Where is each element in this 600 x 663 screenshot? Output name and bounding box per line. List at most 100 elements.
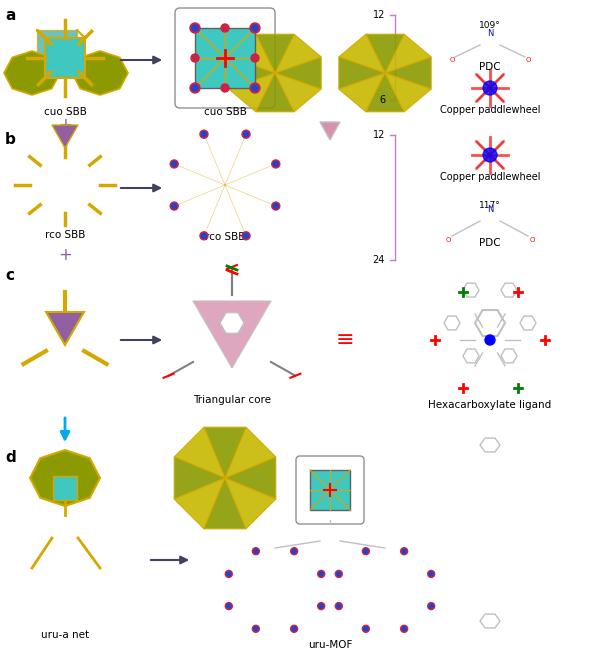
Text: uru-a net: uru-a net [41,630,89,640]
Circle shape [172,204,176,209]
Text: +: + [58,246,72,264]
Circle shape [317,570,325,577]
Circle shape [251,54,259,62]
Circle shape [401,625,407,633]
Text: rco SBB: rco SBB [45,230,85,240]
Text: b: b [5,132,16,147]
Circle shape [252,85,258,91]
Polygon shape [53,476,77,500]
Circle shape [428,603,434,609]
Polygon shape [52,125,78,148]
Circle shape [429,604,433,608]
Circle shape [252,25,258,31]
Circle shape [202,132,206,137]
Polygon shape [204,478,246,529]
Text: 12: 12 [373,10,385,20]
FancyBboxPatch shape [296,456,364,524]
Text: O: O [529,237,535,243]
Circle shape [253,625,259,633]
Text: O: O [526,57,530,63]
Polygon shape [385,57,431,89]
Polygon shape [220,313,244,333]
Circle shape [292,627,296,631]
Polygon shape [204,427,246,478]
Circle shape [190,23,200,33]
Text: c: c [5,268,14,283]
Polygon shape [229,57,275,89]
Circle shape [227,604,231,608]
Polygon shape [174,427,225,478]
Circle shape [290,548,298,555]
FancyBboxPatch shape [175,8,275,108]
Circle shape [485,335,495,345]
Circle shape [221,84,229,92]
Circle shape [250,23,260,33]
Circle shape [272,202,280,210]
Circle shape [192,85,198,91]
Text: rco SBB: rco SBB [205,232,245,242]
Polygon shape [320,122,340,140]
Text: cuo SBB: cuo SBB [44,107,86,117]
Circle shape [483,148,497,162]
Circle shape [226,603,232,609]
Polygon shape [4,51,60,95]
Circle shape [429,572,433,576]
Circle shape [202,233,206,238]
Polygon shape [275,34,321,73]
Text: 109°: 109° [479,21,501,29]
Circle shape [364,549,368,553]
Circle shape [272,160,280,168]
Circle shape [319,572,323,576]
Polygon shape [46,312,84,345]
Polygon shape [339,57,385,89]
Text: Copper paddlewheel: Copper paddlewheel [440,172,540,182]
Circle shape [319,604,323,608]
Text: a: a [5,8,16,23]
Circle shape [244,233,248,238]
Circle shape [483,81,497,95]
Circle shape [191,54,199,62]
Polygon shape [339,73,385,112]
Circle shape [226,570,232,577]
Polygon shape [225,478,276,529]
Polygon shape [193,301,271,368]
Circle shape [428,570,434,577]
Circle shape [364,627,368,631]
Polygon shape [30,450,100,506]
Text: 6: 6 [379,95,385,105]
Circle shape [192,25,198,31]
Circle shape [242,130,250,138]
Circle shape [250,83,260,93]
Circle shape [402,627,406,631]
Text: PDC: PDC [479,238,501,248]
Polygon shape [310,470,350,510]
Polygon shape [195,28,255,88]
Polygon shape [229,34,275,73]
Polygon shape [174,478,225,529]
Polygon shape [225,427,276,478]
Circle shape [335,570,343,577]
Polygon shape [45,38,85,78]
Circle shape [337,572,341,576]
Circle shape [200,232,208,240]
Polygon shape [275,73,321,112]
Polygon shape [225,457,276,499]
Circle shape [401,548,407,555]
Circle shape [317,603,325,609]
Text: uru-MOF: uru-MOF [308,640,352,650]
Text: N: N [487,29,493,38]
Circle shape [290,625,298,633]
Polygon shape [256,73,294,112]
Polygon shape [385,34,431,73]
Circle shape [337,604,341,608]
Circle shape [335,603,343,609]
Text: 117°: 117° [479,200,501,210]
Text: 24: 24 [373,255,385,265]
Text: Copper paddlewheel: Copper paddlewheel [440,105,540,115]
Polygon shape [366,73,404,112]
Polygon shape [256,34,294,73]
Polygon shape [72,51,128,95]
Polygon shape [339,34,385,73]
Circle shape [242,232,250,240]
Text: N: N [487,204,493,213]
